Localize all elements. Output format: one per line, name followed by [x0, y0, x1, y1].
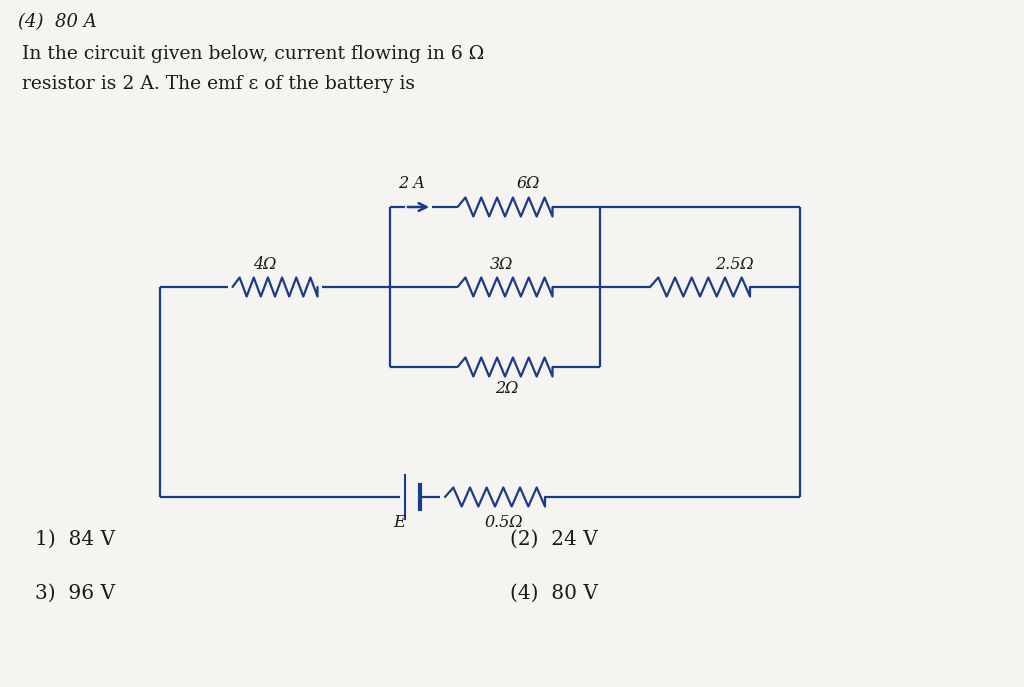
- Text: (2)  24 V: (2) 24 V: [510, 530, 598, 549]
- Text: 1)  84 V: 1) 84 V: [35, 530, 115, 549]
- Text: 4Ω: 4Ω: [253, 256, 276, 273]
- Text: 0.5Ω: 0.5Ω: [485, 514, 523, 531]
- Text: E: E: [393, 514, 406, 531]
- Text: 2.5Ω: 2.5Ω: [715, 256, 754, 273]
- Text: resistor is 2 A. The emf ε of the battery is: resistor is 2 A. The emf ε of the batter…: [22, 75, 415, 93]
- Text: In the circuit given below, current flowing in 6 Ω: In the circuit given below, current flow…: [22, 45, 484, 63]
- Text: 2Ω: 2Ω: [495, 380, 518, 397]
- Text: 2 A: 2 A: [398, 175, 425, 192]
- Text: (4)  80 A: (4) 80 A: [18, 13, 96, 31]
- Text: 3Ω: 3Ω: [490, 256, 513, 273]
- Text: (4)  80 V: (4) 80 V: [510, 584, 598, 603]
- Text: 3)  96 V: 3) 96 V: [35, 584, 115, 603]
- Text: 6Ω: 6Ω: [517, 175, 541, 192]
